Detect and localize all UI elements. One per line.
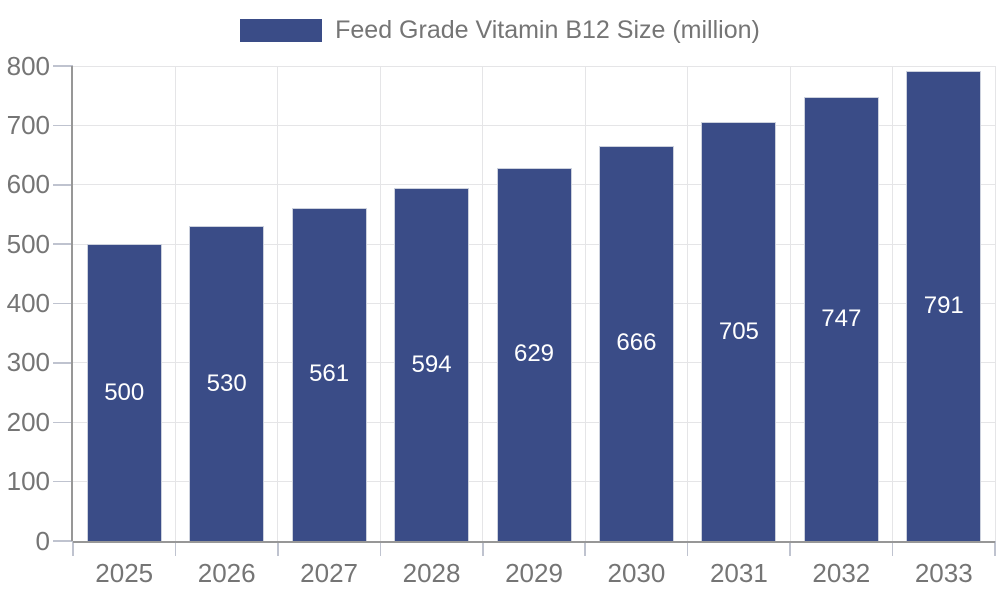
bar [86,244,162,541]
x-tick-mark [584,541,586,556]
y-axis-line [71,66,73,541]
bar [598,145,674,541]
v-gridline [687,66,689,541]
v-gridline [892,66,894,541]
y-tick-mark [53,243,73,245]
v-gridline [584,66,586,541]
x-tick-mark [72,541,74,556]
x-tick-mark [891,541,894,556]
bar-value-label: 530 [206,369,247,397]
y-tick-mark [53,362,73,364]
x-tick-mark [277,541,279,556]
x-axis-line [73,541,995,543]
bar [394,188,470,541]
x-tick-mark [994,541,996,556]
x-tick-label: 2030 [607,558,666,588]
legend-swatch-icon [240,19,323,42]
bar [496,167,572,541]
x-tick-label: 2032 [812,558,871,588]
y-tick-mark [53,540,73,542]
x-tick-label: 2031 [709,558,768,588]
y-tick-label: 600 [6,169,50,200]
x-tick-label: 2033 [914,558,973,588]
y-tick-mark [53,184,73,186]
y-tick-mark [53,480,73,483]
bar-value-label: 705 [718,317,759,345]
y-tick-label: 700 [6,109,50,140]
v-gridline [174,66,176,541]
bar-value-label: 666 [616,329,657,357]
y-tick-label: 800 [6,50,50,81]
v-gridline [994,66,996,541]
bar [291,207,367,541]
bar [803,97,879,541]
bar-value-label: 747 [821,305,862,333]
y-tick-label: 0 [35,525,50,556]
x-tick-mark [174,541,177,556]
y-tick-label: 200 [6,406,50,437]
x-tick-label: 2027 [300,558,359,588]
bar-value-label: 561 [309,360,350,388]
x-tick-mark [789,541,791,556]
x-tick-label: 2025 [95,558,154,588]
x-tick-label: 2026 [197,558,256,588]
y-tick-mark [53,65,73,67]
y-tick-label: 400 [6,288,50,318]
y-tick-label: 100 [6,466,50,497]
h-gridline [73,65,995,67]
y-tick-label: 300 [6,347,50,378]
y-tick-mark [53,421,73,423]
v-gridline [379,66,381,541]
bar-value-label: 500 [104,378,145,406]
v-gridline [789,66,791,541]
x-tick-label: 2029 [505,558,563,588]
bar-value-label: 791 [923,292,964,320]
bar [189,226,265,541]
v-gridline [277,66,279,541]
y-tick-label: 500 [6,228,50,259]
bar [906,71,982,541]
h-gridline [73,124,995,126]
legend-label: Feed Grade Vitamin B12 Size (million) [335,16,760,44]
v-gridline [482,66,484,541]
y-tick-mark [53,124,73,127]
x-tick-mark [379,541,382,556]
bar-value-label: 594 [411,350,452,378]
legend: Feed Grade Vitamin B12 Size (million) [0,16,1000,45]
x-tick-mark [482,541,484,556]
bar-value-label: 629 [513,340,555,368]
bar [701,122,777,541]
x-tick-label: 2028 [402,558,461,588]
y-tick-mark [53,302,73,305]
x-tick-mark [686,541,689,556]
